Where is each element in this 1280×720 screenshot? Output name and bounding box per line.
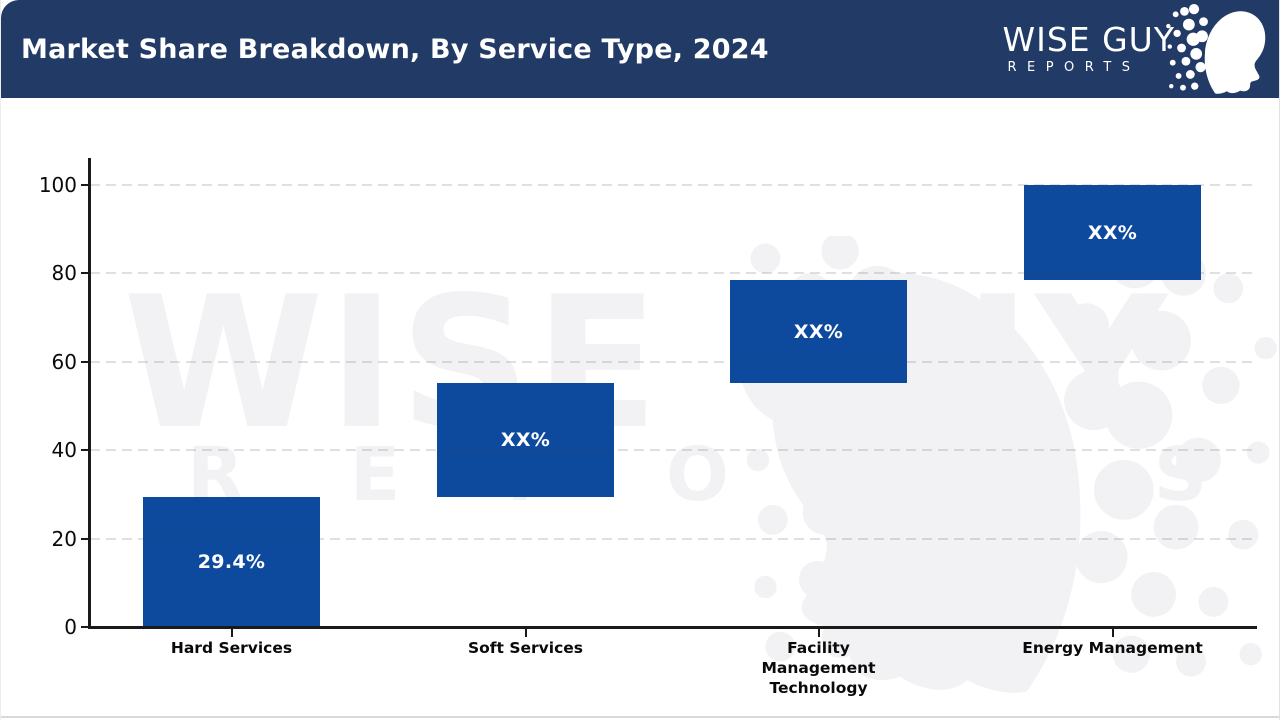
x-axis-tick <box>524 629 527 637</box>
bar-value-label: 29.4% <box>197 551 266 574</box>
x-axis-category-label: Soft Services <box>467 639 584 657</box>
bar-value-label: XX% <box>793 320 844 343</box>
y-axis-tick-label: 80 <box>51 261 77 286</box>
x-axis-tick <box>1111 629 1114 637</box>
y-axis-tick <box>81 360 89 363</box>
x-axis-category-label: Energy Management <box>1022 639 1203 657</box>
page-title: Market Share Breakdown, By Service Type,… <box>21 33 769 65</box>
y-gridline <box>90 272 1257 275</box>
y-axis-tick <box>81 272 89 275</box>
y-gridline <box>90 360 1257 363</box>
logo-text: WISE GUY REPORTS <box>1002 20 1175 76</box>
x-axis-line <box>88 626 1257 629</box>
y-axis-tick-label: 40 <box>51 438 77 463</box>
y-axis-tick <box>81 449 89 452</box>
waterfall-bar: XX% <box>437 383 614 498</box>
y-axis-tick-label: 60 <box>51 349 77 374</box>
y-axis-tick-label: 100 <box>38 173 77 197</box>
bar-value-label: XX% <box>1087 221 1138 244</box>
y-gridline <box>90 449 1257 452</box>
face-profile-dots-icon <box>1166 3 1266 94</box>
x-axis-tick <box>230 629 233 637</box>
x-axis-category-label: Hard Services <box>170 639 293 657</box>
logo-name: WISE GUY <box>1002 20 1175 59</box>
x-axis-category-label: Facility Management Technology <box>761 639 876 697</box>
y-axis-tick <box>81 626 89 628</box>
waterfall-bar: XX% <box>730 280 907 384</box>
header-band: Market Share Breakdown, By Service Type,… <box>1 0 1279 98</box>
y-axis-line <box>88 158 91 629</box>
waterfall-bar: XX% <box>1024 185 1201 281</box>
waterfall-bar: 29.4% <box>143 497 320 627</box>
footer-divider <box>1 716 1279 718</box>
y-axis-tick-label: 20 <box>51 526 77 551</box>
y-axis-tick <box>81 537 89 540</box>
x-axis-tick <box>817 629 820 637</box>
y-axis-tick-label: 0 <box>64 615 77 639</box>
bar-value-label: XX% <box>500 429 551 452</box>
wise-guy-reports-logo: WISE GUY REPORTS <box>1002 3 1271 95</box>
logo-subname: REPORTS <box>1007 60 1141 75</box>
y-gridline <box>90 537 1257 540</box>
y-axis-tick <box>81 184 89 186</box>
y-gridline <box>90 184 1257 186</box>
